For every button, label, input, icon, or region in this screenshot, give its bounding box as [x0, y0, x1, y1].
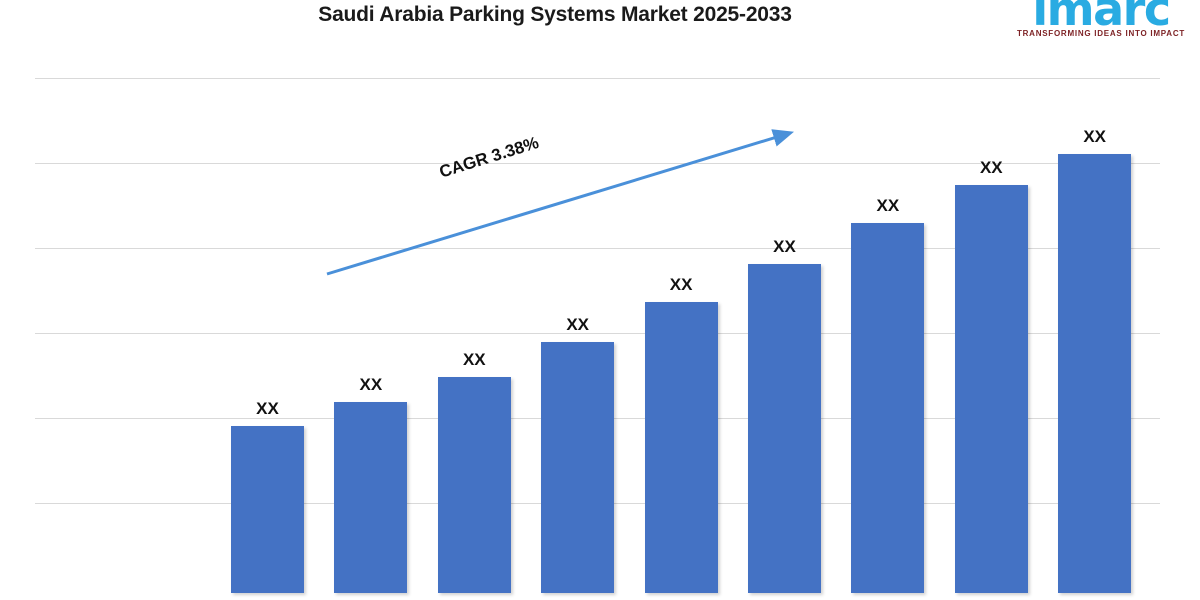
logo-wordmark: imarc — [1032, 0, 1171, 36]
gridline — [35, 333, 1160, 334]
bar-2029[interactable] — [644, 302, 718, 593]
gridline — [35, 78, 1160, 79]
bar-2027[interactable] — [437, 377, 511, 593]
page-title: Saudi Arabia Parking Systems Market 2025… — [318, 3, 792, 26]
logo-tagline: TRANSFORMING IDEAS INTO IMPACT — [1017, 29, 1185, 38]
imarc-logo: imarc TRANSFORMING IDEAS INTO IMPACT — [1006, 0, 1196, 38]
bar-2030[interactable] — [748, 263, 821, 593]
bar-2028[interactable] — [541, 341, 615, 593]
bar-value-label: XX — [773, 236, 796, 256]
bar-2031[interactable] — [851, 222, 925, 593]
bar-value-label: XX — [1083, 127, 1107, 147]
bar-value-label: XX — [876, 195, 900, 215]
bar-2033[interactable] — [1058, 154, 1132, 593]
bar-value-label: XX — [359, 374, 383, 394]
bar-value-label: XX — [669, 275, 693, 295]
bar-value-label: XX — [462, 350, 486, 370]
bar-value-label: XX — [566, 314, 590, 334]
bar-2032[interactable] — [954, 185, 1028, 593]
bar-value-label: XX — [979, 158, 1003, 178]
bar-2025[interactable] — [231, 425, 304, 593]
bar-2026[interactable] — [334, 401, 408, 593]
bar-value-label: XX — [256, 398, 279, 418]
